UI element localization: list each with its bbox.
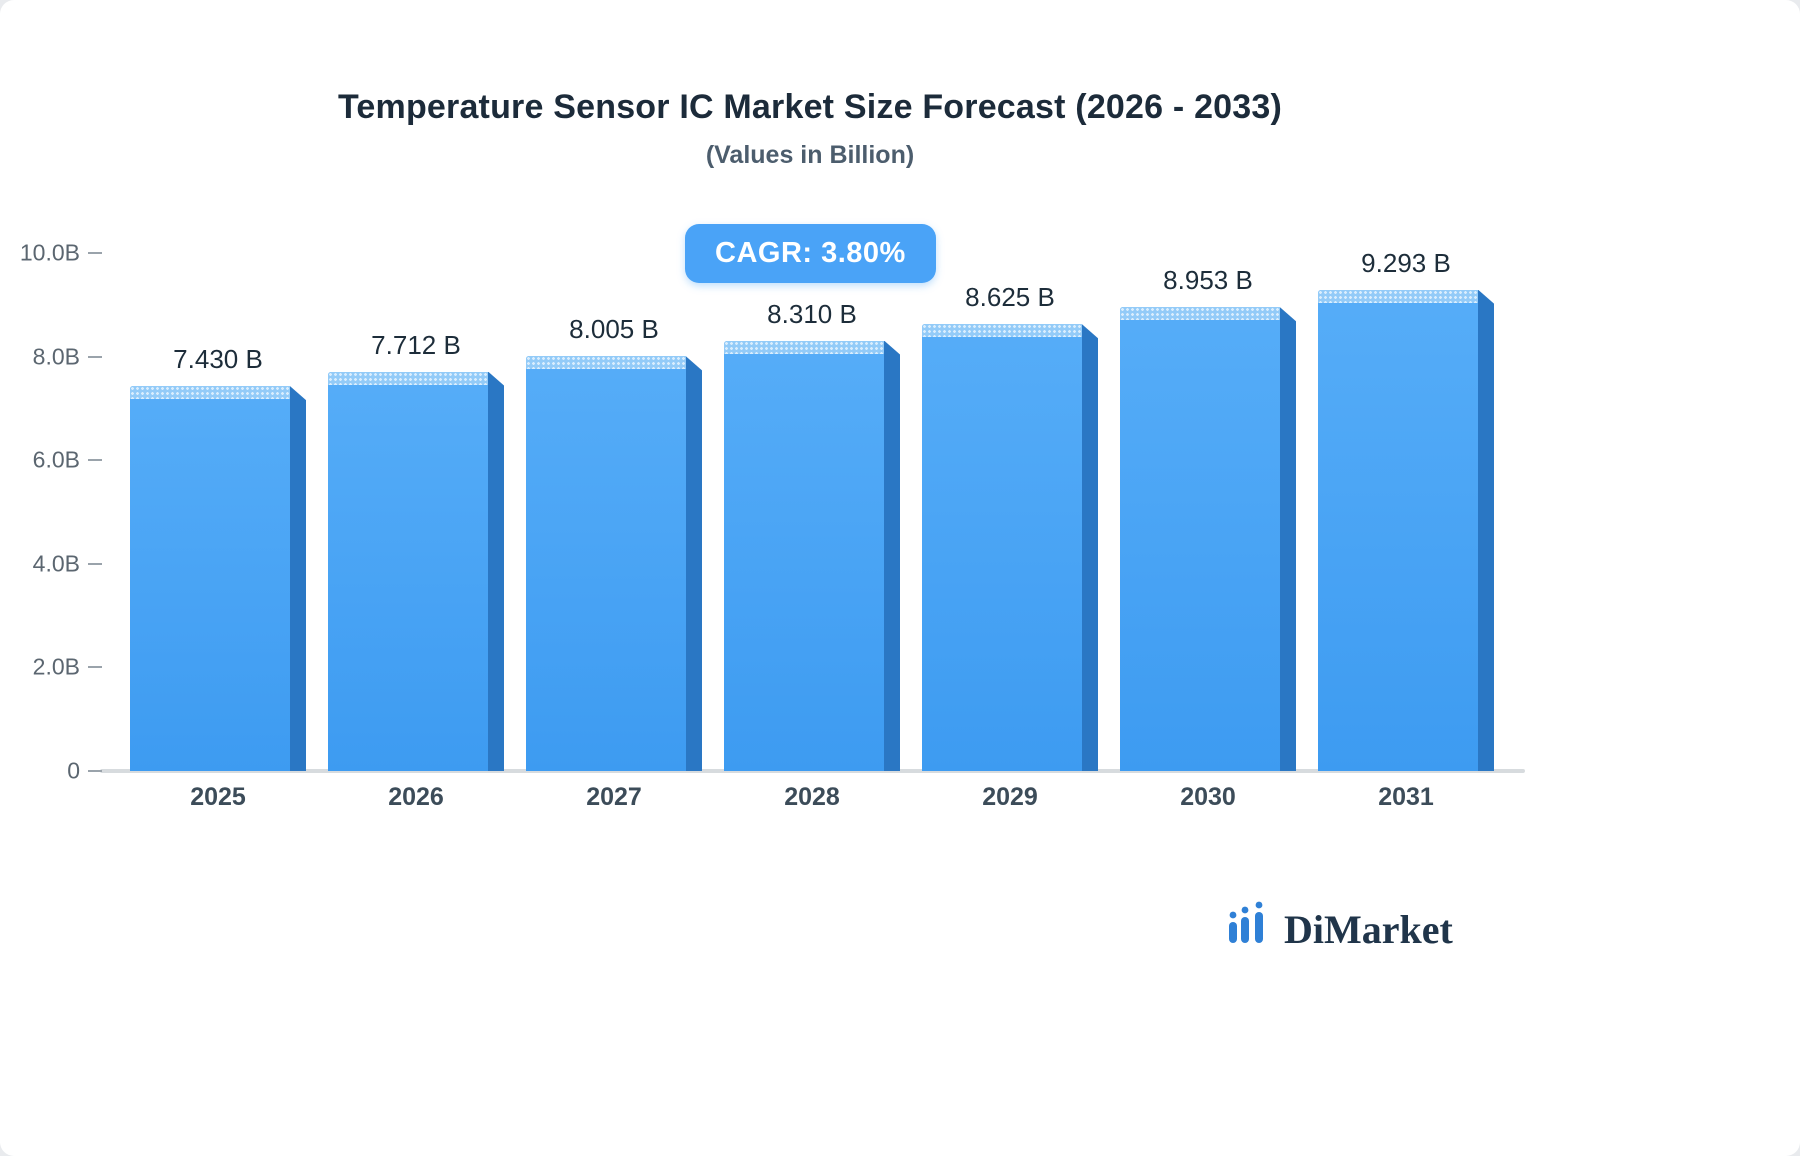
bar-side-face	[1280, 307, 1296, 771]
bar-top-highlight	[1120, 307, 1280, 321]
bar: 8.005 B	[526, 314, 702, 771]
bar-side-face	[884, 340, 900, 771]
chart-title: Temperature Sensor IC Market Size Foreca…	[337, 88, 1283, 126]
bar-side-face	[1478, 289, 1494, 771]
brand-logo: DiMarket	[1226, 901, 1453, 950]
bar-value-label: 7.430 B	[173, 344, 263, 375]
y-axis-label: 0	[67, 757, 80, 784]
bar-top-highlight	[922, 324, 1082, 338]
bar: 7.430 B	[130, 344, 306, 771]
bar-top-highlight	[724, 340, 884, 354]
bar-value-label: 7.712 B	[371, 329, 461, 360]
bar-front-face	[328, 371, 488, 771]
y-axis-tick	[88, 770, 102, 772]
x-axis-label: 2025	[190, 783, 246, 811]
bar-value-label: 8.005 B	[569, 314, 659, 345]
y-axis-label: 2.0B	[32, 653, 80, 680]
bar-value-label: 9.293 B	[1361, 247, 1451, 278]
y-axis-tick	[88, 252, 102, 254]
bar-front-face	[922, 324, 1082, 771]
bar: 7.712 B	[328, 330, 504, 771]
bar-top-highlight	[328, 371, 488, 385]
bar: 9.293 B	[1318, 248, 1494, 771]
y-axis-label: 4.0B	[32, 550, 80, 577]
bar-top-highlight	[1318, 289, 1478, 303]
bar: 8.310 B	[724, 299, 900, 771]
bar-side-face	[488, 371, 504, 771]
bar-front-face	[1318, 289, 1478, 771]
bar-value-label: 8.310 B	[767, 298, 857, 329]
x-axis-label: 2029	[982, 783, 1038, 811]
y-axis-label: 10.0B	[19, 239, 80, 266]
logo-icon	[1226, 901, 1272, 950]
y-axis-tick	[88, 562, 102, 565]
x-axis-label: 2027	[586, 783, 642, 811]
y-axis-label: 6.0B	[32, 446, 80, 473]
bar-front-face	[724, 340, 884, 771]
y-axis-label: 8.0B	[32, 343, 80, 370]
y-axis-tick	[88, 459, 102, 462]
chart-header: Temperature Sensor IC Market Size Foreca…	[0, 88, 1620, 170]
chart-subtitle: (Values in Billion)	[705, 141, 915, 169]
bar-side-face	[1082, 324, 1098, 771]
x-axis-label: 2031	[1378, 783, 1434, 811]
x-axis-label: 2030	[1180, 783, 1236, 811]
bar-front-face	[1120, 307, 1280, 771]
bar-front-face	[130, 386, 290, 771]
y-axis-tick	[88, 666, 102, 669]
bar-front-face	[526, 356, 686, 771]
bar: 8.625 B	[922, 282, 1098, 771]
bar: 8.953 B	[1120, 265, 1296, 771]
bar-side-face	[290, 386, 306, 771]
bar-value-label: 8.625 B	[965, 282, 1055, 313]
bar-value-label: 8.953 B	[1163, 265, 1253, 296]
bar-side-face	[686, 356, 702, 771]
x-axis-baseline	[100, 769, 1525, 773]
y-axis-tick	[88, 355, 102, 358]
x-axis-label: 2026	[388, 783, 444, 811]
bar-top-highlight	[526, 356, 686, 370]
bar-top-highlight	[130, 386, 290, 400]
cagr-badge: CAGR: 3.80%	[685, 224, 936, 283]
x-axis-label: 2028	[784, 783, 840, 811]
logo-text: DiMarket	[1284, 907, 1453, 952]
